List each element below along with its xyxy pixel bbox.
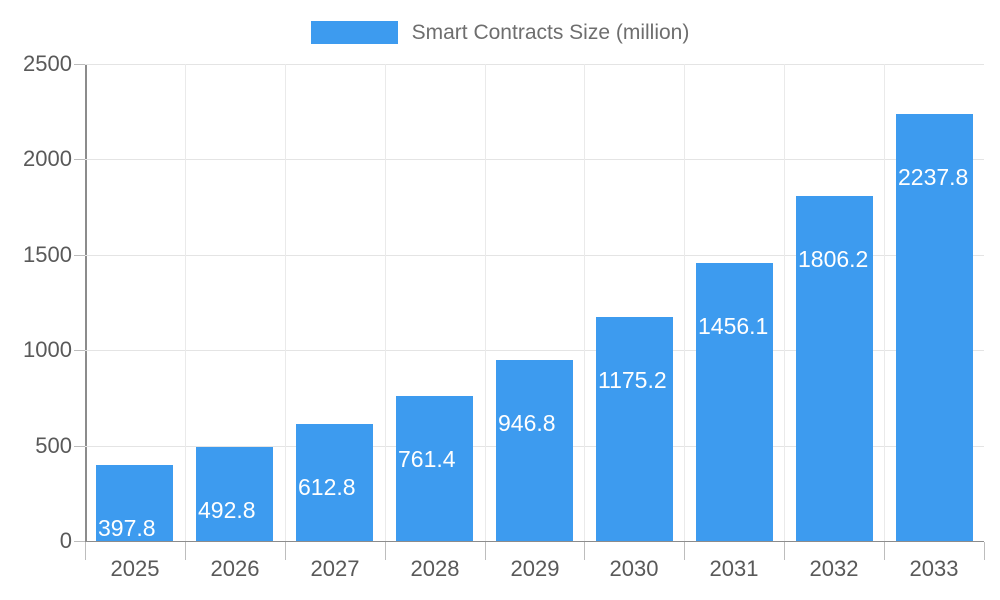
x-axis-tick-mark bbox=[185, 542, 186, 560]
category-gridline bbox=[884, 64, 885, 541]
y-axis-tick-mark bbox=[74, 350, 85, 351]
y-axis-tick-mark bbox=[74, 159, 85, 160]
x-axis-tick-label: 2031 bbox=[709, 556, 759, 581]
gridline bbox=[85, 255, 984, 256]
category-gridline bbox=[584, 64, 585, 541]
x-axis-tick-label: 2026 bbox=[210, 556, 260, 581]
bar[interactable] bbox=[796, 196, 873, 541]
gridline bbox=[85, 350, 984, 351]
category-gridline bbox=[185, 64, 186, 541]
x-axis-tick-mark bbox=[584, 542, 585, 560]
chart-legend: Smart Contracts Size (million) bbox=[0, 14, 1000, 50]
y-axis-tick-label: 1500 bbox=[23, 242, 72, 267]
x-axis-tick-mark bbox=[285, 542, 286, 560]
x-axis-tick-label: 2029 bbox=[510, 556, 560, 581]
legend-item-smart-contracts-size[interactable]: Smart Contracts Size (million) bbox=[310, 20, 690, 44]
y-axis-tick-label: 2500 bbox=[23, 51, 72, 76]
x-axis-tick-mark bbox=[784, 542, 785, 560]
x-axis-tick-label: 2032 bbox=[809, 556, 859, 581]
category-gridline bbox=[485, 64, 486, 541]
plot-area: 397.8 492.8 612.8 761.4 946.8 1175.2 1456.1 180… bbox=[85, 64, 984, 541]
x-axis-tick-mark bbox=[684, 542, 685, 560]
y-axis-tick-mark bbox=[74, 255, 85, 256]
y-axis-tick-mark bbox=[74, 64, 85, 65]
y-axis-tick-label: 500 bbox=[35, 433, 72, 458]
category-gridline bbox=[285, 64, 286, 541]
x-axis-tick-mark bbox=[385, 542, 386, 560]
y-axis-tick-mark bbox=[74, 541, 85, 542]
x-axis-tick-label: 2027 bbox=[310, 556, 360, 581]
legend-item-label: Smart Contracts Size (million) bbox=[411, 20, 690, 44]
x-axis-line bbox=[85, 541, 984, 542]
x-axis-tick-mark bbox=[485, 542, 486, 560]
bar[interactable] bbox=[396, 396, 473, 541]
y-axis-tick-mark bbox=[74, 446, 85, 447]
x-axis-tick-label: 2030 bbox=[609, 556, 659, 581]
x-axis-tick-mark bbox=[85, 542, 86, 560]
bar[interactable] bbox=[496, 360, 573, 541]
x-axis-tick-label: 2028 bbox=[410, 556, 460, 581]
y-axis-tick-label: 2000 bbox=[23, 146, 72, 171]
bar[interactable] bbox=[696, 263, 773, 541]
gridline bbox=[85, 541, 984, 542]
category-gridline bbox=[385, 64, 386, 541]
y-axis-tick-label: 0 bbox=[59, 528, 72, 553]
bar[interactable] bbox=[596, 317, 673, 541]
bar[interactable] bbox=[896, 114, 973, 541]
gridline bbox=[85, 64, 984, 65]
category-gridline bbox=[684, 64, 685, 541]
y-axis-line bbox=[85, 64, 87, 542]
bar[interactable] bbox=[296, 424, 373, 541]
y-axis-tick-label: 1000 bbox=[23, 337, 72, 362]
x-axis-tick-mark bbox=[884, 542, 885, 560]
gridline bbox=[85, 159, 984, 160]
bar[interactable] bbox=[96, 465, 173, 541]
x-axis-tick-mark bbox=[984, 542, 985, 560]
category-gridline bbox=[784, 64, 785, 541]
x-axis-tick-label: 2025 bbox=[110, 556, 160, 581]
legend-color-swatch-icon bbox=[310, 20, 398, 44]
x-axis-tick-label: 2033 bbox=[909, 556, 959, 581]
bar[interactable] bbox=[196, 447, 273, 541]
